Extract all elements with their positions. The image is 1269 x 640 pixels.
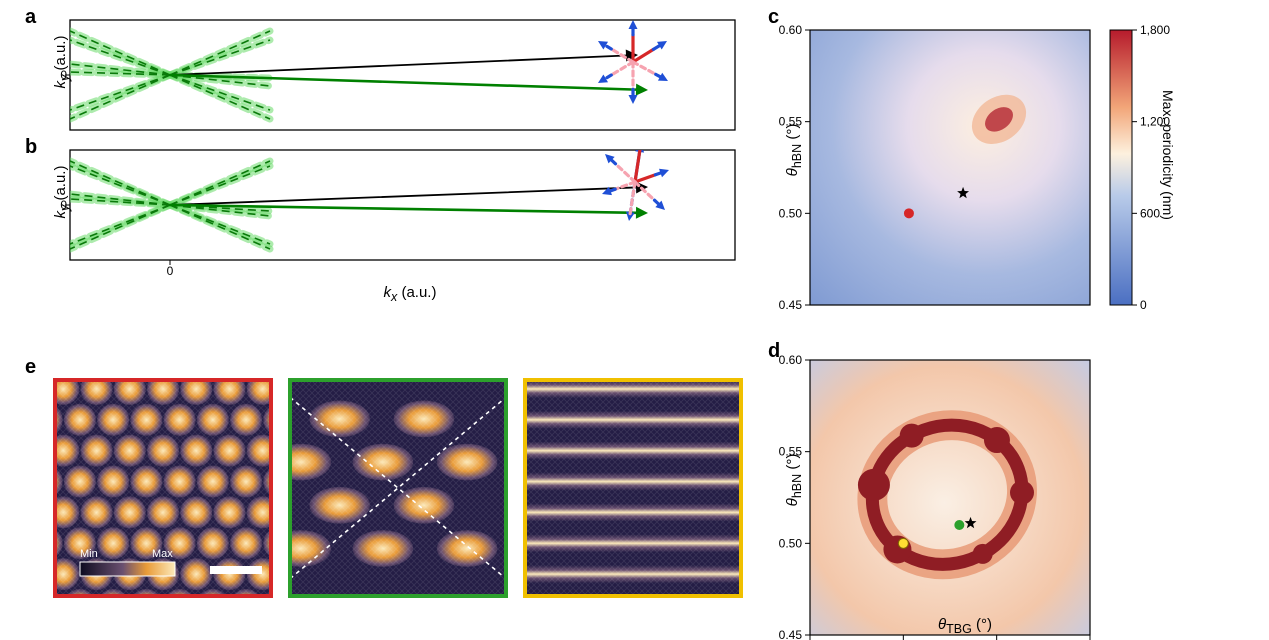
svg-text:0.45: 0.45: [779, 628, 803, 640]
panel-c-ylabel-text: θhBN (°): [784, 124, 801, 177]
panel-c-ylabel: θhBN (°): [784, 90, 804, 210]
mini-cbar-max: Max: [152, 548, 173, 560]
panel-e-group: [14, 373, 741, 621]
figure-root: a b c d e 0.450.500.550.60 0.450.500.550…: [0, 0, 1269, 640]
panel-a-ytick: 0: [55, 68, 67, 82]
panel-d-group: 0.450.500.550.600.951.001.051.10: [779, 353, 1102, 640]
panel-d-ylabel: θhBN (°): [784, 420, 804, 540]
svg-text:0: 0: [1140, 298, 1147, 312]
panel-ab-xlabel: kx (a.u.): [340, 284, 480, 304]
mini-cbar-min: Min: [80, 548, 98, 560]
colorbar-label-text: Max. periodicity (nm): [1160, 90, 1176, 220]
panel-ab-xlabel-text: kx (a.u.): [384, 284, 437, 301]
panel-b-ylabel: ky (a.u.): [52, 142, 72, 242]
panel-d-ylabel-text: θhBN (°): [784, 454, 801, 507]
svg-text:0.45: 0.45: [779, 298, 803, 312]
svg-text:600: 600: [1140, 206, 1160, 220]
panel-a-ylabel: ky (a.u.): [52, 12, 72, 112]
panel-b-xtick: 0: [164, 264, 176, 278]
svg-text:0.60: 0.60: [779, 23, 803, 37]
colorbar-label: Max. periodicity (nm): [1160, 90, 1176, 290]
panel-ab-group: [65, 20, 735, 265]
panel-b-ytick: 0: [55, 198, 67, 212]
svg-text:0.60: 0.60: [779, 353, 803, 367]
panel-d-xlabel-text: θTBG (°): [938, 616, 992, 633]
figure-svg: 0.450.500.550.60 0.450.500.550.600.951.0…: [0, 0, 1269, 640]
panel-c-group: 0.450.500.550.60: [779, 23, 1090, 312]
panel-d-xlabel: θTBG (°): [905, 616, 1025, 636]
svg-text:1,800: 1,800: [1140, 23, 1170, 37]
